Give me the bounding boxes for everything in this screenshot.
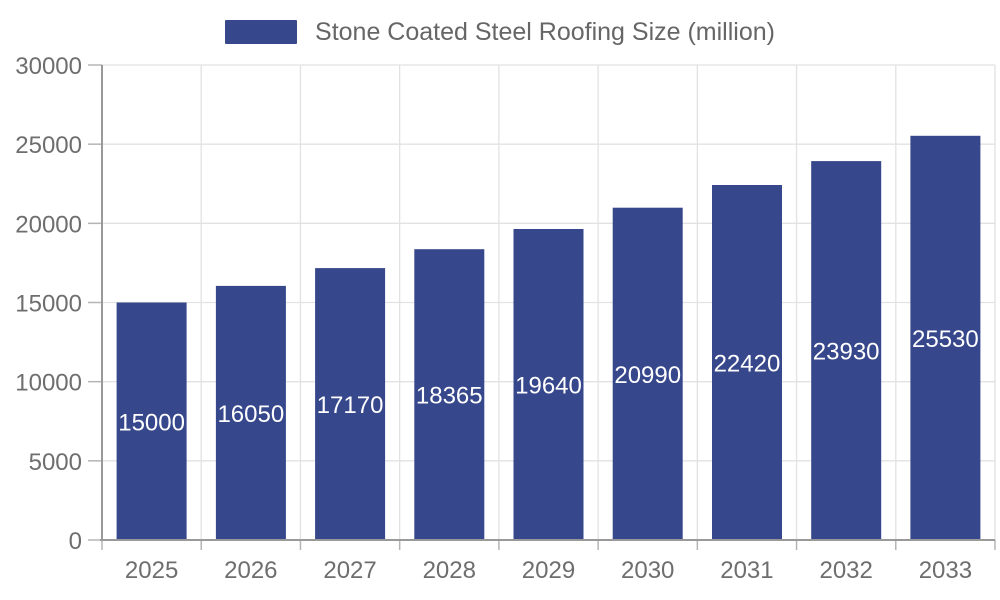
- bar-value-label: 23930: [813, 339, 880, 366]
- bar-2030: [612, 207, 683, 540]
- y-axis-label: 10000: [15, 370, 82, 397]
- bar-value-label: 16050: [217, 401, 284, 428]
- legend-swatch-icon: [225, 20, 298, 44]
- y-axis-label: 30000: [15, 53, 82, 80]
- bar-value-label: 19640: [515, 373, 582, 400]
- bar-value-label: 17170: [317, 392, 384, 419]
- bar-2028: [414, 249, 485, 540]
- bar-2025: [116, 302, 187, 540]
- x-axis-label: 2025: [125, 557, 178, 584]
- x-axis-label: 2026: [224, 557, 277, 584]
- y-axis-label: 0: [69, 528, 82, 555]
- bar-2026: [215, 285, 286, 540]
- x-axis-label: 2030: [621, 557, 674, 584]
- x-axis-label: 2033: [919, 557, 972, 584]
- legend-label: Stone Coated Steel Roofing Size (million…: [315, 18, 775, 46]
- x-axis-label: 2032: [819, 557, 872, 584]
- bar-value-label: 18365: [416, 383, 483, 410]
- x-axis-label: 2028: [423, 557, 476, 584]
- bar-2031: [712, 185, 782, 540]
- x-axis-label: 2027: [323, 557, 376, 584]
- y-axis-label: 15000: [15, 291, 82, 318]
- y-axis-label: 25000: [15, 132, 82, 159]
- x-axis-label: 2031: [720, 557, 773, 584]
- bar-2033: [910, 135, 981, 541]
- bar-2029: [513, 229, 584, 540]
- x-axis-label: 2029: [522, 557, 575, 584]
- bar-2032: [811, 161, 882, 540]
- bar-2027: [315, 268, 386, 540]
- bar-value-label: 22420: [714, 351, 781, 378]
- bar-value-label: 25530: [912, 326, 979, 353]
- y-axis-label: 5000: [29, 449, 82, 476]
- y-axis-label: 20000: [15, 211, 82, 238]
- bar-value-label: 20990: [614, 362, 681, 389]
- legend[interactable]: Stone Coated Steel Roofing Size (million…: [0, 17, 1000, 47]
- bar-value-label: 15000: [118, 409, 185, 436]
